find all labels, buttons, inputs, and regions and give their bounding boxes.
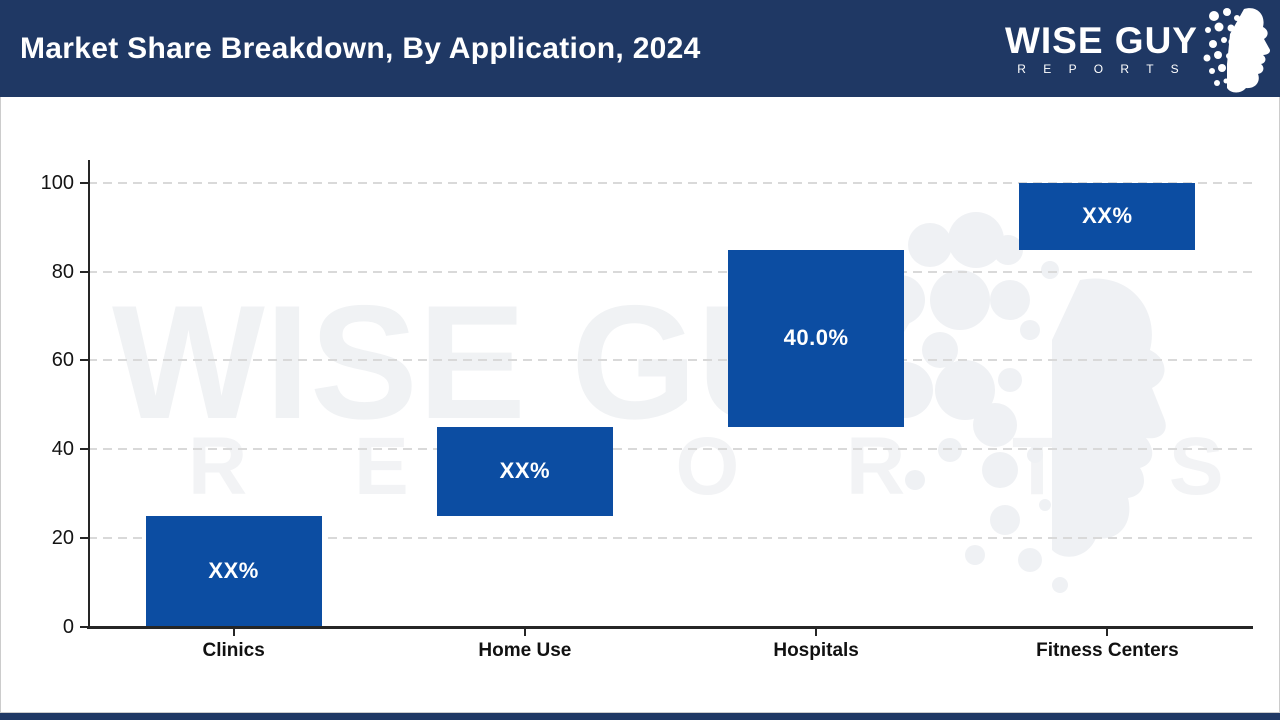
y-axis-tick-label: 0 [62,615,74,638]
bar-value-label: 40.0% [783,325,849,351]
x-axis-tick [523,627,526,636]
gridline [88,182,1257,184]
logo-wordmark-block: WISE GUY R E P O R T S [1005,22,1198,76]
bar-segment: XX% [436,426,613,516]
header-bar: Market Share Breakdown, By Application, … [0,0,1280,97]
bar-segment: XX% [1019,183,1196,250]
y-axis-tick-label: 20 [51,526,74,549]
gridline [88,448,1257,451]
x-axis-category-label: Home Use [478,639,572,661]
x-axis-category-label: Clinics [202,639,265,661]
gridline [88,270,1257,273]
x-axis-category-label: Hospitals [773,639,859,661]
y-axis-tick [80,359,88,362]
x-axis-tick [1106,627,1109,636]
wiseguy-logo: WISE GUY R E P O R T S [1005,0,1272,97]
bar-value-label: XX% [1082,203,1133,229]
x-axis-category-label: Fitness Centers [1036,639,1179,661]
footer-divider [0,712,1280,713]
gridline [88,536,1257,539]
logo-subtext: R E P O R T S [1017,61,1186,76]
gridline [88,359,1257,362]
y-axis-tick [80,625,88,628]
footer-accent-bar [0,713,1280,720]
y-axis-tick-label: 60 [51,349,74,372]
bar-value-label: XX% [499,458,551,484]
bar-segment: 40.0% [728,249,905,427]
y-axis-tick [80,448,88,451]
y-axis-tick-label: 100 [40,172,74,194]
bar-value-label: XX% [208,558,259,584]
y-axis-tick-label: 80 [51,260,74,283]
y-axis-tick [80,536,88,539]
logo-wordmark: WISE GUY [1004,19,1198,61]
bar-segment: XX% [145,515,322,627]
left-border [0,97,1,714]
y-axis-tick [80,270,88,273]
x-axis-line [87,625,1253,629]
y-axis-line [88,160,90,629]
watermark-subtext: R E P O R T S [188,421,1266,512]
x-axis-tick [232,627,235,636]
y-axis-tick [80,182,88,184]
x-axis-tick [815,627,818,636]
y-axis-tick-label: 40 [51,438,74,461]
logo-face-icon [1203,7,1271,92]
chart-title: Market Share Breakdown, By Application, … [20,31,701,65]
